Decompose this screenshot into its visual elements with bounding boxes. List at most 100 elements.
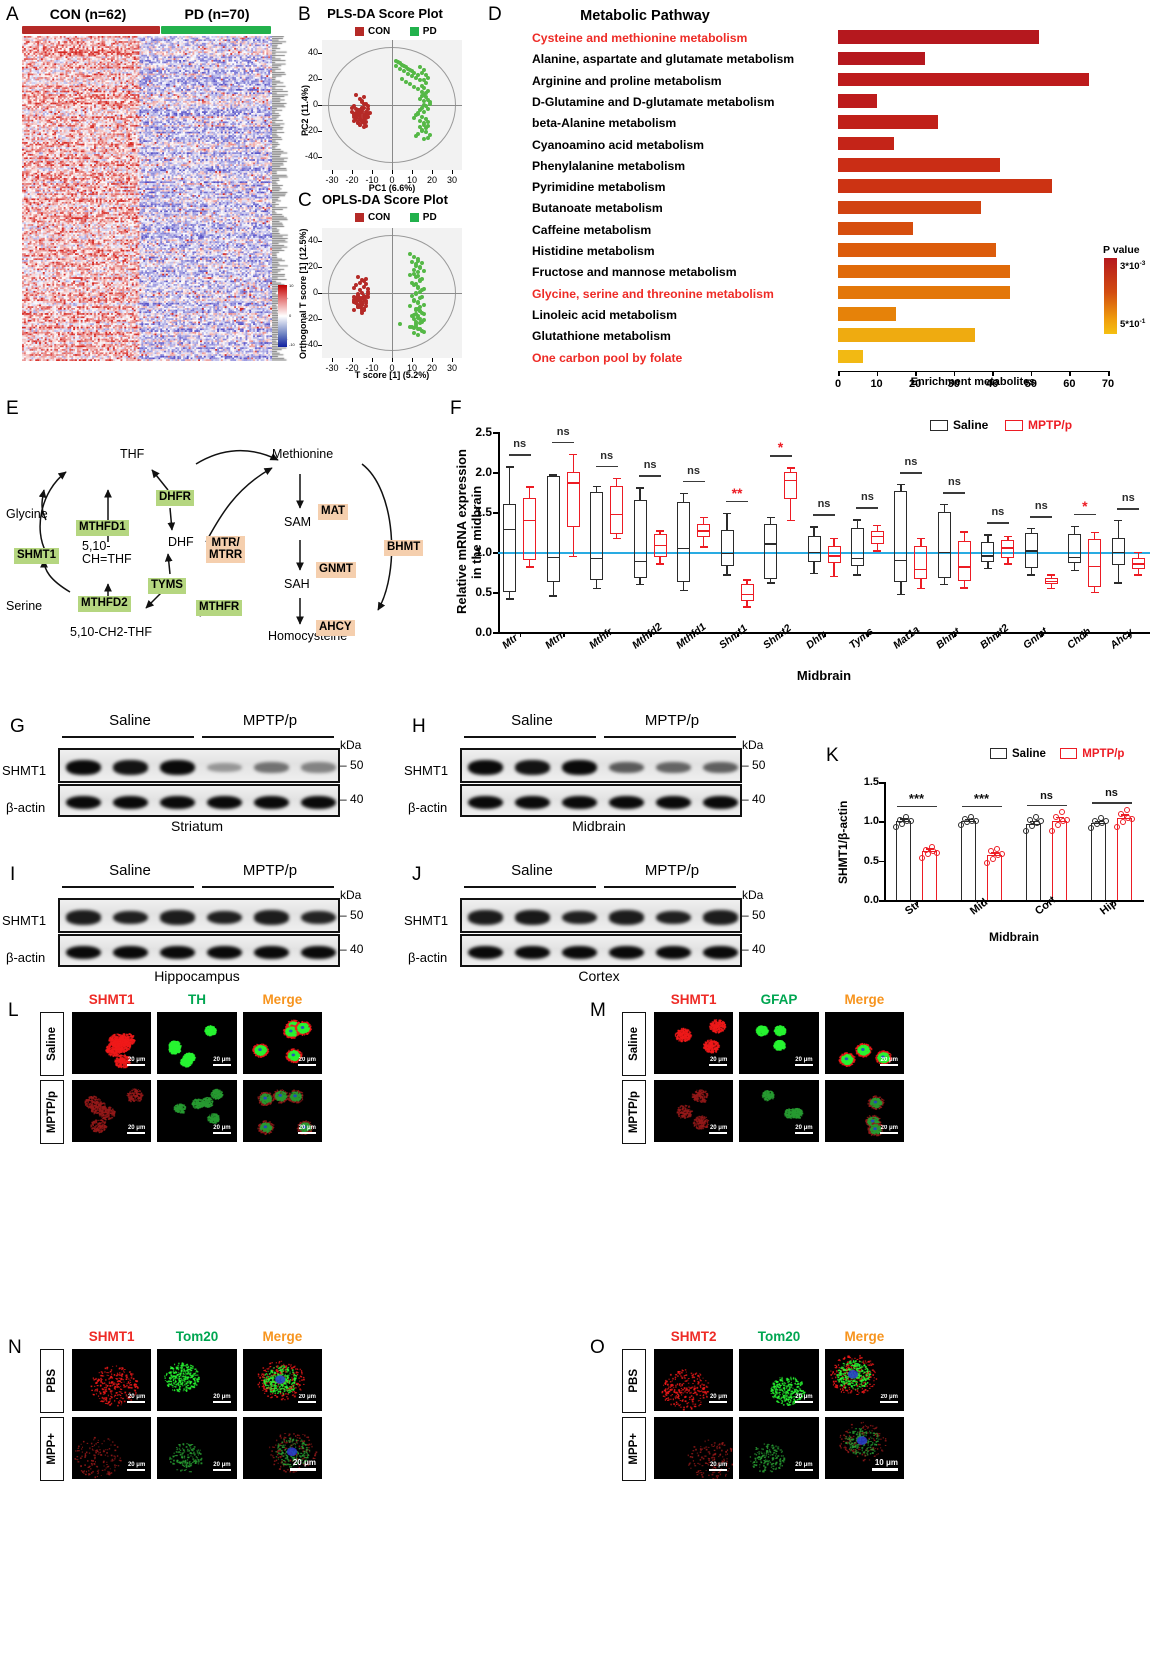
boxplot-whisker-upper (856, 519, 859, 528)
panel-f-letter: F (450, 398, 462, 419)
boxplot-whisker-upper (726, 512, 728, 531)
error-cap (1029, 820, 1038, 823)
boxplot-cap-upper (1027, 528, 1036, 530)
if-canvas (654, 1079, 734, 1142)
plotB-point-PD (422, 109, 426, 114)
blot-band (562, 945, 597, 960)
plotC-point-PD (418, 317, 422, 321)
plotB-point-PD (428, 132, 432, 137)
panel-g-letter: G (10, 716, 25, 737)
plotB-point-CON (352, 104, 356, 109)
boxplot-median (1001, 547, 1015, 549)
boxplot-cap-lower (766, 582, 775, 584)
scale-bar (212, 1131, 231, 1134)
scale-bar (794, 1468, 813, 1471)
plotC-point-PD (416, 300, 420, 305)
plotB-xticklabel: 20 (426, 175, 437, 185)
gene-label: Bhmt (934, 625, 963, 652)
panel-f-xtick (1084, 632, 1087, 637)
panel-j-group-saline: Saline (511, 862, 553, 879)
if-canvas (654, 1012, 734, 1074)
panel-g-row-label-shmt1: SHMT1 (2, 763, 47, 778)
boxplot-box (1088, 539, 1102, 588)
bar (961, 821, 976, 900)
boxplot-median (697, 530, 711, 532)
plotC-point-CON (356, 293, 360, 298)
boxplot-cap-upper (830, 537, 838, 539)
blot-band (254, 795, 289, 810)
plotB-point-CON (350, 105, 354, 110)
boxplot-median (1111, 552, 1125, 554)
pvalue-legend-title: P value (1103, 244, 1140, 256)
plotC-point-PD (420, 276, 424, 281)
plotB-ytick (318, 157, 322, 158)
boxplot-whisker-lower (900, 582, 902, 594)
pathway-label: Fructose and mannose metabolism (532, 265, 737, 280)
data-point (1097, 815, 1104, 822)
boxplot-box (784, 472, 798, 500)
if-canvas (157, 1416, 237, 1479)
boxplot-median (937, 552, 951, 554)
panel-g-mw-40: – 40 (340, 792, 364, 806)
data-point (1028, 823, 1035, 830)
significance-label: *** (908, 790, 925, 806)
pathway-bar (838, 200, 981, 215)
boxplot-box (981, 542, 995, 562)
blot-band (703, 795, 738, 810)
plotB-point-PD (422, 86, 426, 91)
gene-label: Bhmt2 (977, 621, 1011, 652)
blot-band (703, 910, 738, 925)
plotB-point-PD (400, 77, 404, 81)
blot-band (254, 762, 289, 773)
panel-g-underline-saline (62, 736, 194, 738)
blot-band (207, 945, 242, 960)
scale-bar (871, 1467, 898, 1471)
plotC-point-CON (360, 291, 364, 295)
pathway-bar (838, 221, 914, 236)
gene-label: Mtr (499, 631, 520, 652)
plotB-point-PD (424, 126, 428, 131)
data-point (1119, 819, 1126, 826)
boxplot-cap-upper (916, 537, 925, 539)
plotC-point-PD (422, 318, 426, 323)
if-image-tom20: 20 μm (157, 1349, 237, 1411)
panel-l-letter: L (8, 1000, 19, 1021)
scale-bar-label: 20 μm (127, 1056, 146, 1063)
blot-band (515, 910, 550, 925)
plotC-xticklabel: -20 (345, 363, 359, 373)
panel-h-underline-mptp (604, 736, 736, 738)
plotB-point-PD (400, 62, 404, 67)
plotB-point-PD (418, 65, 422, 70)
panel-k-legend: Saline MPTP/p (990, 748, 1124, 760)
plotB-point-PD (424, 95, 428, 100)
plotB-point-PD (426, 106, 430, 111)
blot-band (656, 910, 691, 925)
legend-box-mptp-k (1060, 748, 1078, 760)
pathway-bar (838, 136, 894, 151)
plotC-point-CON (362, 284, 366, 289)
if-canvas (72, 1012, 152, 1074)
plotB-yticklabel: -20 (304, 125, 318, 135)
plotC-point-CON (362, 306, 366, 311)
panel-f-xtick (1041, 632, 1043, 637)
scale-bar-label: 20 μm (795, 1124, 813, 1131)
if-canvas (242, 1349, 322, 1411)
panel-i-mw-40: – 40 (340, 942, 364, 956)
plotC-point-PD (410, 314, 414, 319)
legend-swatch-pd-c (409, 212, 419, 222)
boxplot-whisker-upper (572, 453, 574, 472)
boxplot-box (610, 486, 624, 535)
panel-d-xtick (1108, 370, 1110, 376)
panel-g-mw-50: – 50 (340, 758, 364, 772)
panel-k-ytick (879, 782, 884, 784)
panel-h-blot-shmt1 (460, 748, 742, 783)
panel-h-kda: kDa (742, 738, 764, 752)
panel-f-xtick (954, 632, 956, 637)
pathway-label: Butanoate metabolism (532, 201, 663, 216)
panel-k-ytick (879, 860, 884, 863)
plotB-yticklabel: 40 (307, 47, 318, 57)
boxplot-cap-lower (830, 576, 838, 578)
boxplot-whisker-upper (1030, 528, 1033, 533)
legend-box-mptp (1005, 420, 1024, 432)
panel-f-yticklabel: 0.5 (475, 585, 492, 599)
